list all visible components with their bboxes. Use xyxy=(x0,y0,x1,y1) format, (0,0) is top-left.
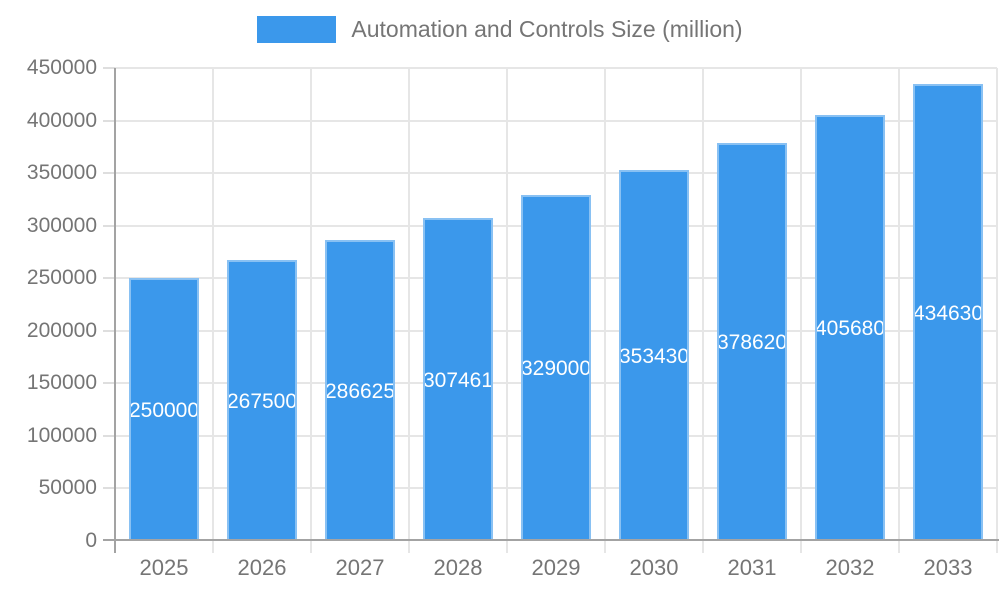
bar-value-label: 250000 xyxy=(129,398,199,422)
x-tick-label-2028: 2028 xyxy=(433,555,483,580)
bar-2032[interactable]: 405680 xyxy=(815,115,885,541)
bar-value-label: 267500 xyxy=(227,389,297,413)
y-tick-label: 300000 xyxy=(26,214,97,237)
y-tick-label: 100000 xyxy=(26,424,97,447)
legend-swatch-icon xyxy=(257,16,337,43)
x-tick-label-2030: 2030 xyxy=(629,555,679,580)
x-tick-label-2027: 2027 xyxy=(335,555,385,580)
y-gridline xyxy=(115,172,997,174)
y-tick-mark xyxy=(103,330,115,332)
bar-2033[interactable]: 434630 xyxy=(913,84,983,541)
y-tick-label: 450000 xyxy=(26,56,97,79)
y-tick-mark xyxy=(103,172,115,174)
bar-value-label: 378620 xyxy=(717,331,787,354)
y-axis-line xyxy=(114,68,116,553)
y-tick-mark xyxy=(103,120,115,122)
y-gridline xyxy=(115,67,997,69)
y-tick-label: 250000 xyxy=(26,266,97,289)
y-tick-mark xyxy=(103,225,115,227)
bar-2025[interactable]: 250000 xyxy=(129,278,199,541)
bar-value-label: 405680 xyxy=(815,317,885,340)
x-gridline xyxy=(800,68,802,553)
y-tick-label: 150000 xyxy=(26,371,97,394)
y-tick-label: 400000 xyxy=(26,109,97,132)
x-tick-label-2026: 2026 xyxy=(237,555,287,580)
y-tick-mark xyxy=(103,487,115,489)
x-gridline xyxy=(310,68,312,553)
bar-2026[interactable]: 267500 xyxy=(227,260,297,541)
legend-item[interactable]: Automation and Controls Size (million) xyxy=(0,16,1000,43)
y-tick-label: 0 xyxy=(85,529,97,552)
bar-2027[interactable]: 286625 xyxy=(325,240,395,541)
y-tick-mark xyxy=(103,277,115,279)
bar-value-label: 329000 xyxy=(521,357,591,380)
x-tick-label-2031: 2031 xyxy=(727,555,777,580)
bar-value-label: 307461 xyxy=(423,368,493,392)
y-gridline xyxy=(115,120,997,122)
bar-2030[interactable]: 353430 xyxy=(619,170,689,541)
bar-2031[interactable]: 378620 xyxy=(717,143,787,541)
y-tick-label: 350000 xyxy=(26,161,97,184)
x-gridline xyxy=(898,68,900,553)
bar-value-label: 434630 xyxy=(913,301,983,325)
y-tick-label: 200000 xyxy=(26,319,97,342)
x-tick-label-2025: 2025 xyxy=(139,555,189,580)
y-tick-mark xyxy=(103,435,115,437)
x-axis-line xyxy=(103,539,999,541)
x-gridline xyxy=(702,68,704,553)
x-tick-label-2032: 2032 xyxy=(825,555,875,580)
y-tick-mark xyxy=(103,382,115,384)
x-gridline xyxy=(212,68,214,553)
bar-2029[interactable]: 329000 xyxy=(521,195,591,541)
bar-2028[interactable]: 307461 xyxy=(423,218,493,541)
x-tick-label-2033: 2033 xyxy=(923,555,973,580)
x-gridline xyxy=(408,68,410,553)
x-gridline xyxy=(604,68,606,553)
bar-value-label: 353430 xyxy=(619,344,689,368)
y-tick-mark xyxy=(103,67,115,69)
x-gridline xyxy=(506,68,508,553)
bar-value-label: 286625 xyxy=(325,379,395,403)
legend-label: Automation and Controls Size (million) xyxy=(351,16,743,42)
plot-area: 250000 267500 286625 307461 329000 353430 3786… xyxy=(103,67,999,553)
x-gridline xyxy=(996,68,998,553)
x-tick-label-2029: 2029 xyxy=(531,555,581,580)
y-tick-label: 50000 xyxy=(38,476,97,499)
